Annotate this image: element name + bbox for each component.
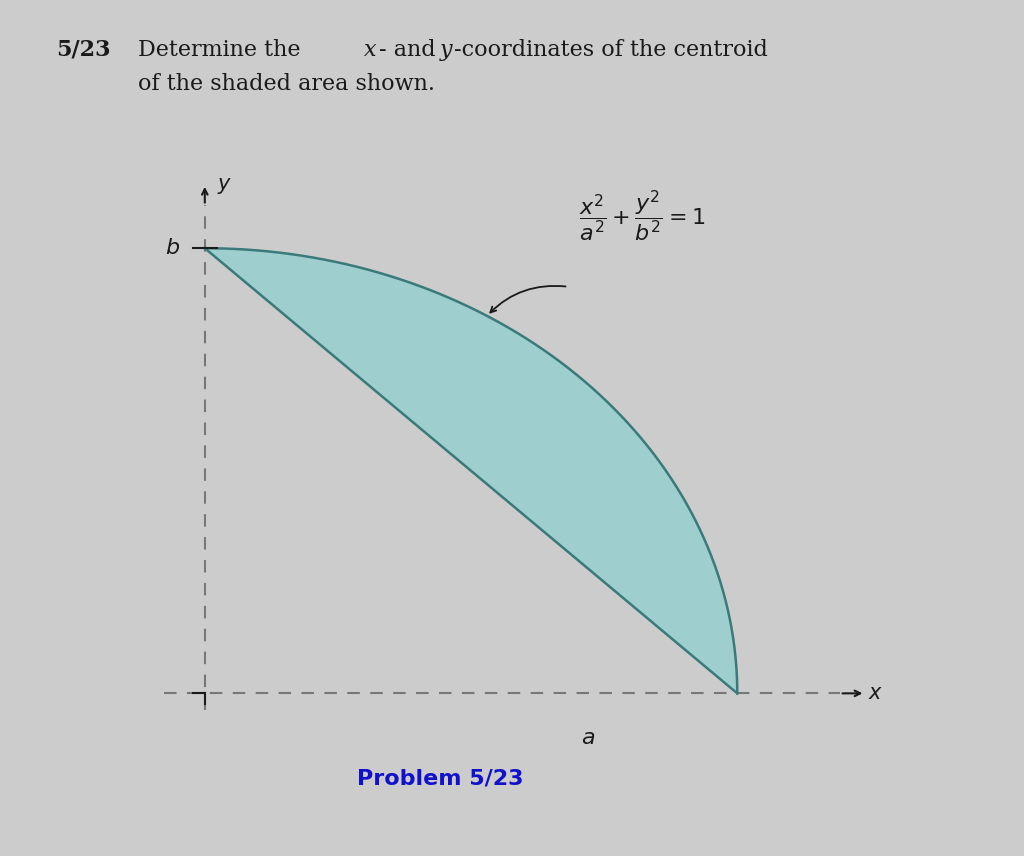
Text: a: a	[582, 728, 595, 747]
Text: y: y	[217, 174, 229, 194]
Text: -coordinates of the centroid: -coordinates of the centroid	[454, 39, 768, 61]
Text: x: x	[868, 683, 881, 704]
Text: y: y	[440, 39, 453, 61]
Text: x: x	[364, 39, 376, 61]
Text: of the shaded area shown.: of the shaded area shown.	[138, 73, 435, 95]
Text: - and: - and	[379, 39, 442, 61]
Text: 5/23: 5/23	[56, 39, 111, 61]
Text: Problem 5/23: Problem 5/23	[357, 769, 523, 789]
Text: b: b	[165, 238, 179, 259]
Polygon shape	[205, 248, 737, 693]
Text: Determine the: Determine the	[138, 39, 308, 61]
Text: $\dfrac{x^2}{a^2}+\dfrac{y^2}{b^2}=1$: $\dfrac{x^2}{a^2}+\dfrac{y^2}{b^2}=1$	[579, 188, 705, 244]
